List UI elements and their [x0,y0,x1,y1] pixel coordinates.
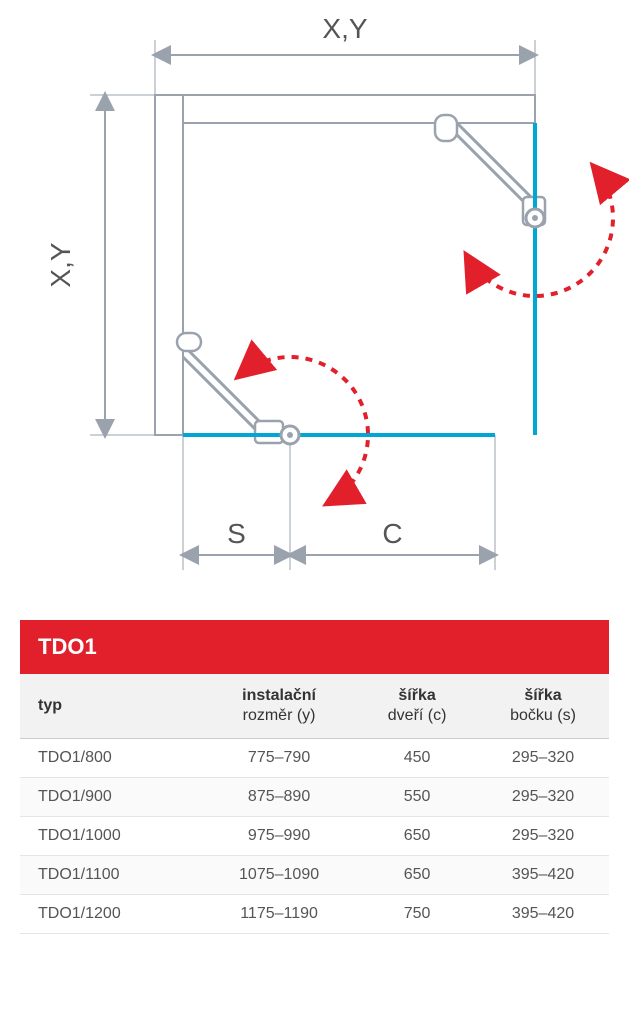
table-row: TDO1/800775–790450295–320 [20,739,609,778]
table-row: TDO1/900875–890550295–320 [20,778,609,817]
svg-text:X,Y: X,Y [322,13,367,44]
col-header: šířkadveří (c) [357,674,477,739]
svg-text:C: C [382,518,402,549]
table-row: TDO1/11001075–1090650395–420 [20,856,609,895]
col-header: instalačnírozměr (y) [201,674,357,739]
table-cell: 1075–1090 [201,856,357,895]
table-row: TDO1/12001175–1190750395–420 [20,895,609,934]
table-cell: 550 [357,778,477,817]
table-cell: 750 [357,895,477,934]
table-cell: 975–990 [201,817,357,856]
table-cell: 295–320 [477,778,609,817]
table-cell: 395–420 [477,895,609,934]
table-cell: 650 [357,856,477,895]
table-cell: TDO1/900 [20,778,201,817]
table-cell: 775–790 [201,739,357,778]
table-cell: 395–420 [477,856,609,895]
table-cell: TDO1/1100 [20,856,201,895]
table-cell: 450 [357,739,477,778]
table-cell: 295–320 [477,817,609,856]
table-cell: 650 [357,817,477,856]
table-title: TDO1 [20,620,609,674]
table-row: TDO1/1000975–990650295–320 [20,817,609,856]
table-cell: 875–890 [201,778,357,817]
table-cell: TDO1/1000 [20,817,201,856]
svg-text:S: S [227,518,246,549]
dimensions-table: TDO1 typinstalačnírozměr (y)šířkadveří (… [20,620,609,934]
table-cell: 1175–1190 [201,895,357,934]
table-cell: TDO1/800 [20,739,201,778]
col-header: typ [20,674,201,739]
col-header: šířkabočku (s) [477,674,609,739]
technical-diagram: X,Y X,Y S C [0,0,629,620]
svg-text:X,Y: X,Y [45,242,76,287]
table-cell: TDO1/1200 [20,895,201,934]
table-cell: 295–320 [477,739,609,778]
